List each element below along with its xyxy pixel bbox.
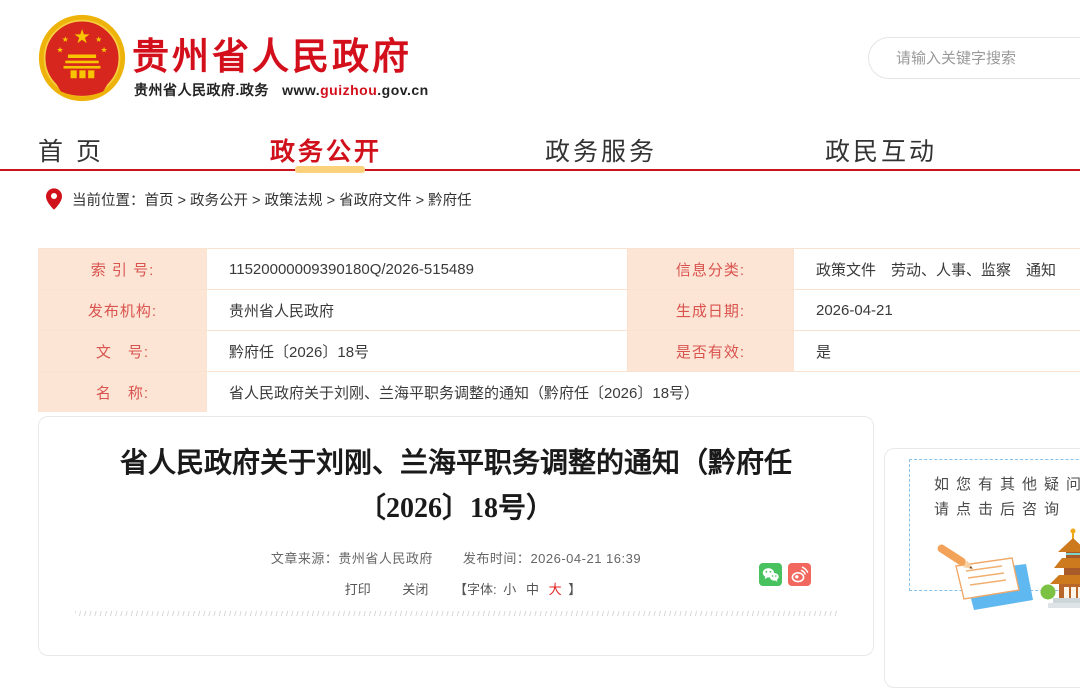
label-doc-title: 名 称: <box>39 372 206 412</box>
site-url-suffix: .gov.cn <box>377 82 429 98</box>
article-source: 贵州省人民政府 <box>338 550 433 566</box>
site-subtitle-text: 贵州省人民政府.政务 <box>134 82 269 98</box>
breadcrumb-label: 当前位置： <box>72 192 145 209</box>
label-issuing-agency: 发布机构: <box>39 290 206 330</box>
close-button[interactable]: 关闭 <box>402 581 429 597</box>
site-url-domain: guizhou <box>320 82 378 98</box>
svg-text:★: ★ <box>95 35 102 44</box>
active-tab-indicator <box>295 166 365 173</box>
value-doc-title: 省人民政府关于刘刚、兰海平职务调整的通知（黔府任〔2026〕18号） <box>207 372 1080 412</box>
value-index-number: 11520000009390180Q/2026-515489 <box>207 249 627 289</box>
search-input[interactable] <box>894 38 1080 78</box>
article-time-label: 发布时间： <box>462 550 531 566</box>
dashed-divider <box>75 611 837 616</box>
font-small-button[interactable]: 小 <box>503 581 517 597</box>
search-bar[interactable] <box>868 37 1080 79</box>
pencil-writing-icon <box>937 544 1033 610</box>
site-url-www: www. <box>282 82 321 98</box>
article-source-label: 文章来源： <box>270 550 339 566</box>
svg-text:★: ★ <box>56 46 63 55</box>
site-title: 贵州省人民政府 <box>132 36 412 77</box>
value-doc-number: 黔府任〔2026〕18号 <box>207 331 627 371</box>
article-meta: 文章来源：贵州省人民政府 发布时间：2026-04-21 16:39 <box>39 548 873 567</box>
print-button[interactable]: 打印 <box>344 581 371 597</box>
font-size-controls: 【字体: 小 中 大 】 <box>454 582 581 597</box>
label-doc-number: 文 号: <box>39 331 206 371</box>
article-card: 省人民政府关于刘刚、兰海平职务调整的通知（黔府任〔2026〕18号） 文章来源：… <box>38 416 874 656</box>
location-pin-icon <box>46 188 62 210</box>
main-nav: 首 页 政务公开 政务服务 政民互动 <box>0 122 1080 173</box>
consult-click-box[interactable]: 如您有其他疑问 请点击后咨询 <box>909 459 1080 610</box>
national-emblem-logo[interactable]: ★ ★ ★ ★ ★ <box>38 14 126 102</box>
font-large-button[interactable]: 大 <box>548 581 562 597</box>
font-label: 【字体: <box>454 581 497 597</box>
value-info-category: 政策文件 劳动、人事、监察 通知 <box>794 249 1080 289</box>
article-title: 省人民政府关于刘刚、兰海平职务调整的通知（黔府任〔2026〕18号） <box>119 448 792 525</box>
consult-card: 如您有其他疑问 请点击后咨询 <box>884 448 1080 688</box>
pagoda-icon <box>1040 528 1080 608</box>
nav-divider-line <box>0 169 1080 171</box>
value-validity: 是 <box>794 331 1080 371</box>
value-issue-date: 2026-04-21 <box>794 290 1080 330</box>
site-header: ★ ★ ★ ★ ★ 贵州省人民政府 贵州省人民政府.政务 www.guizhou… <box>0 0 1080 120</box>
site-subtitle: 贵州省人民政府.政务 www.guizhou.gov.cn <box>134 80 429 100</box>
svg-text:★: ★ <box>73 26 90 48</box>
nav-item-gov-services[interactable]: 政务服务 <box>545 138 658 166</box>
label-validity: 是否有效: <box>628 331 793 371</box>
font-medium-button[interactable]: 中 <box>525 581 539 597</box>
font-label-close: 】 <box>568 581 582 597</box>
value-issuing-agency: 贵州省人民政府 <box>207 290 627 330</box>
label-issue-date: 生成日期: <box>628 290 793 330</box>
nav-item-gov-disclosure[interactable]: 政务公开 <box>270 138 383 166</box>
breadcrumb: 当前位置：首页 > 政务公开 > 政策法规 > 省政府文件 > 黔府任 <box>46 186 472 212</box>
article-publish-time: 2026-04-21 16:39 <box>530 550 642 566</box>
share-icons <box>759 563 811 586</box>
svg-text:★: ★ <box>100 46 107 55</box>
nav-item-home[interactable]: 首 页 <box>38 138 104 166</box>
label-info-category: 信息分类: <box>628 249 793 289</box>
breadcrumb-path[interactable]: 首页 > 政务公开 > 政策法规 > 省政府文件 > 黔府任 <box>144 192 472 209</box>
document-info-table: 索 引 号: 11520000009390180Q/2026-515489 信息… <box>38 248 1080 412</box>
svg-text:★: ★ <box>62 35 69 44</box>
weibo-share-icon[interactable] <box>788 563 811 586</box>
wechat-share-icon[interactable] <box>759 563 782 586</box>
nav-item-public-interaction[interactable]: 政民互动 <box>825 138 938 166</box>
article-actions: 打印 关闭 【字体: 小 中 大 】 <box>39 579 873 598</box>
consult-text-line2: 请点击后咨询 <box>934 501 1067 518</box>
consult-text-line1: 如您有其他疑问 <box>934 476 1080 493</box>
label-index-number: 索 引 号: <box>39 249 206 289</box>
